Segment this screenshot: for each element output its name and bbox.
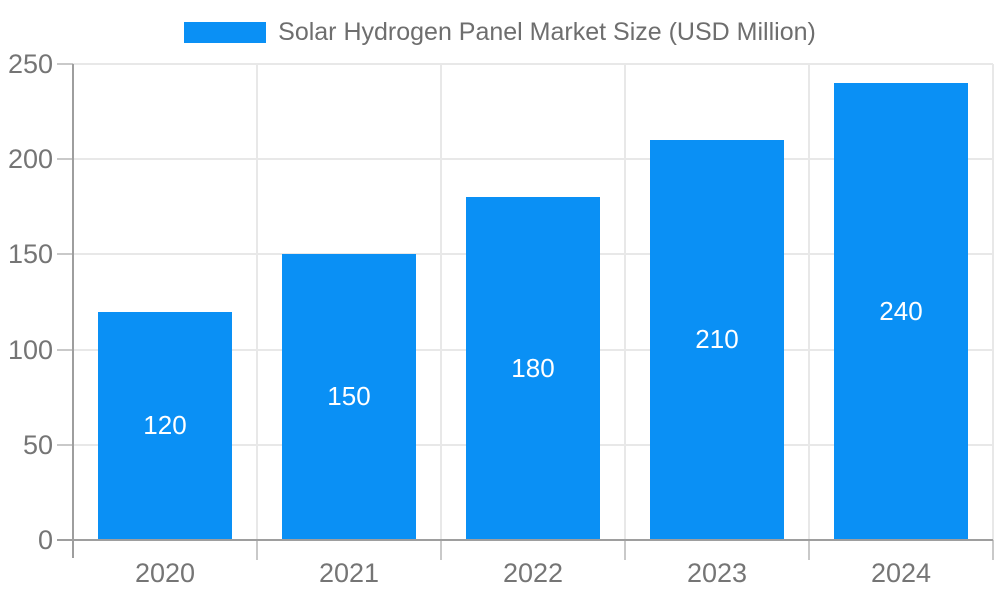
legend-swatch [184,21,267,43]
x-tick-mark [256,540,258,560]
y-tick-mark [57,348,73,351]
bar-2022[interactable]: 180 [466,197,600,539]
y-gridline [73,63,993,65]
x-tick-mark [992,540,994,560]
x-axis-tick-label: 2020 [134,558,196,588]
x-tick-mark [440,540,442,560]
x-gridline [624,64,626,540]
bar-value-label: 240 [879,295,923,326]
y-axis-tick-label: 0 [37,525,53,555]
x-tick-mark [624,540,626,560]
x-axis-tick-label: 2021 [318,558,380,588]
y-axis-tick-label: 250 [7,49,53,79]
bar-value-label: 180 [511,352,555,383]
x-axis-tick-label: 2024 [870,558,932,588]
x-gridline [256,64,258,540]
x-gridline [992,64,994,540]
bar-2023[interactable]: 210 [650,140,784,539]
y-axis-line [72,64,74,558]
y-gridline [73,158,993,161]
x-gridline [440,64,442,540]
x-axis-line [57,539,993,541]
bar-2024[interactable]: 240 [834,83,968,539]
legend-label: Solar Hydrogen Panel Market Size (USD Mi… [278,17,816,46]
y-tick-mark [57,63,73,65]
x-axis-tick-label: 2022 [502,558,564,588]
x-tick-mark [808,540,810,560]
bar-2020[interactable]: 120 [98,311,232,539]
y-tick-mark [57,443,73,446]
bar-value-label: 120 [143,409,187,440]
y-axis-tick-label: 50 [22,429,53,460]
bar-value-label: 210 [695,324,739,355]
x-gridline [808,64,810,540]
bar-2021[interactable]: 150 [282,254,416,539]
y-axis-tick-label: 150 [7,239,53,270]
bar-value-label: 150 [327,381,371,412]
chart-legend[interactable]: Solar Hydrogen Panel Market Size (USD Mi… [0,17,1000,46]
y-tick-mark [57,158,73,161]
x-axis-tick-label: 2023 [686,558,748,588]
y-axis-tick-label: 200 [7,144,53,175]
y-axis-tick-label: 100 [7,334,53,365]
y-tick-mark [57,253,73,256]
